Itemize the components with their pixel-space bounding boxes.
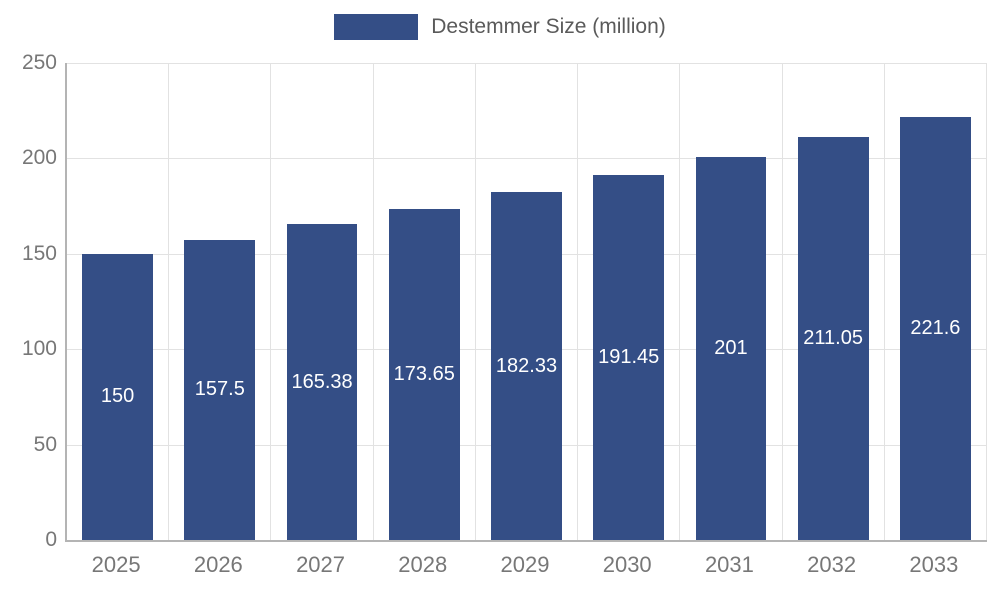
legend-swatch <box>334 14 419 40</box>
category-cell: 173.65 <box>374 63 476 540</box>
category-cell: 191.45 <box>578 63 681 540</box>
x-axis-tick-labels: 2025 2026 2027 2028 2029 2030 2031 2032 2033 <box>65 552 985 578</box>
category-cell: 201 <box>680 63 783 540</box>
x-tick-label: 2032 <box>807 552 857 577</box>
bar: 173.65 <box>388 208 460 540</box>
bar: 191.45 <box>593 174 665 540</box>
legend-label: Destemmer Size (million) <box>431 15 666 38</box>
bar-value-label: 182.33 <box>495 354 558 377</box>
x-tick-label: 2025 <box>91 552 141 577</box>
bar-value-label: 173.65 <box>393 362 455 385</box>
x-tick-label: 2031 <box>704 552 754 577</box>
bar: 165.38 <box>286 224 358 540</box>
bar-value-label: 211.05 <box>803 327 863 350</box>
bar: 201 <box>695 156 767 540</box>
category-cell: 221.6 <box>885 63 987 540</box>
y-tick-label: 100 <box>21 337 57 361</box>
chart-legend: Destemmer Size (million) <box>0 14 1000 40</box>
category-cell: 150 <box>67 63 170 540</box>
x-tick-label: 2027 <box>296 552 346 577</box>
y-tick-label: 200 <box>21 146 57 170</box>
category-cell: 157.5 <box>169 63 272 540</box>
x-tick-label: 2029 <box>500 552 550 577</box>
bar-value-label: 165.38 <box>291 370 353 393</box>
y-tick-label: 50 <box>33 432 57 456</box>
bar-cells: 150 157.5 165.38 173.65 182.33 191.45 201 211.0… <box>67 63 987 540</box>
category-cell: 182.33 <box>476 63 579 540</box>
bar-value-label: 150 <box>100 385 135 408</box>
y-tick-label: 250 <box>21 51 57 74</box>
category-cell: 165.38 <box>271 63 374 540</box>
x-tick-label: 2028 <box>398 552 448 577</box>
bar: 211.05 <box>797 137 869 540</box>
bar: 182.33 <box>491 192 562 540</box>
y-tick-label: 0 <box>45 528 57 551</box>
y-tick-label: 150 <box>21 241 57 265</box>
bar: 157.5 <box>184 239 256 540</box>
x-tick-label: 2030 <box>602 552 652 577</box>
bar: 221.6 <box>899 117 971 540</box>
gridline-h <box>67 158 987 160</box>
bar-value-label: 201 <box>714 336 748 359</box>
gridline-h <box>67 63 987 64</box>
x-tick-label: 2033 <box>909 552 959 577</box>
bar-value-label: 191.45 <box>598 345 660 368</box>
category-cell: 211.05 <box>783 63 885 540</box>
bar-value-label: 157.5 <box>194 378 245 401</box>
bar: 150 <box>82 253 154 540</box>
x-tick-label: 2026 <box>193 552 243 577</box>
bar-value-label: 221.6 <box>910 317 961 340</box>
plot-area: 150 157.5 165.38 173.65 182.33 191.45 201 211.0… <box>65 63 987 542</box>
